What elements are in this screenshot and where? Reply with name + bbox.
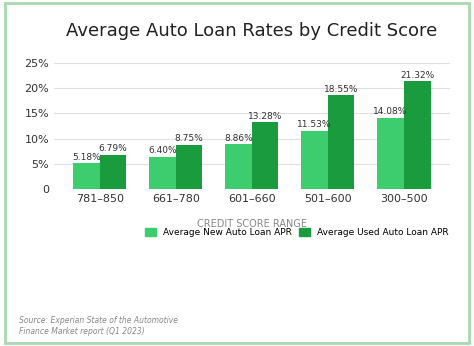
Title: Average Auto Loan Rates by Credit Score: Average Auto Loan Rates by Credit Score: [66, 22, 438, 40]
Bar: [176, 145, 202, 189]
Text: 14.08%: 14.08%: [374, 108, 408, 117]
Bar: [377, 118, 404, 189]
Bar: [252, 122, 278, 189]
Bar: [225, 144, 252, 189]
Text: Source: Experian State of the Automotive
Finance Market report (Q1 2023): Source: Experian State of the Automotive…: [19, 316, 178, 336]
Legend: Average New Auto Loan APR, Average Used Auto Loan APR: Average New Auto Loan APR, Average Used …: [145, 228, 449, 237]
Bar: [301, 131, 328, 189]
Bar: [149, 157, 176, 189]
Text: 18.55%: 18.55%: [324, 85, 358, 94]
Text: 6.79%: 6.79%: [99, 144, 128, 153]
Text: 13.28%: 13.28%: [248, 111, 283, 120]
Text: 8.75%: 8.75%: [175, 135, 203, 144]
Text: 11.53%: 11.53%: [297, 120, 332, 129]
Text: CREDIT SCORE RANGE: CREDIT SCORE RANGE: [197, 219, 307, 229]
Text: 8.86%: 8.86%: [224, 134, 253, 143]
Bar: [73, 163, 100, 189]
Text: 5.18%: 5.18%: [72, 153, 101, 162]
Bar: [100, 155, 127, 189]
Text: 6.40%: 6.40%: [148, 146, 177, 155]
Bar: [404, 81, 430, 189]
Text: 21.32%: 21.32%: [400, 71, 434, 80]
Bar: [328, 95, 355, 189]
